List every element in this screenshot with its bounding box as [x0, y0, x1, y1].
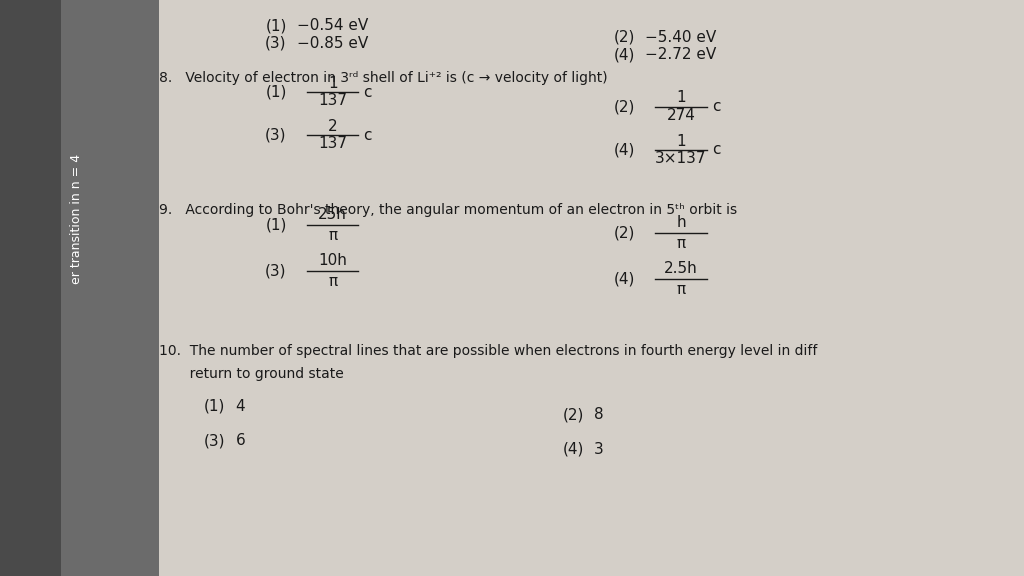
Text: 8: 8: [594, 407, 603, 422]
Text: (1): (1): [265, 85, 287, 100]
Text: 3: 3: [594, 442, 604, 457]
Text: (1): (1): [265, 217, 287, 232]
Text: (4): (4): [562, 442, 584, 457]
Text: (2): (2): [613, 226, 635, 241]
Text: 1: 1: [676, 90, 686, 105]
Text: (4): (4): [613, 142, 635, 157]
Text: π: π: [329, 228, 337, 242]
Text: 6: 6: [236, 433, 246, 448]
Text: (4): (4): [613, 272, 635, 287]
Text: −0.85 eV: −0.85 eV: [297, 36, 369, 51]
Text: (3): (3): [265, 263, 287, 278]
Text: (3): (3): [204, 433, 225, 448]
Text: 9.   According to Bohr's theory, the angular momentum of an electron in 5ᵗʰ orbi: 9. According to Bohr's theory, the angul…: [159, 203, 737, 217]
Text: 3×137: 3×137: [655, 151, 707, 166]
Text: 137: 137: [318, 137, 347, 151]
Text: −0.54 eV: −0.54 eV: [297, 18, 369, 33]
Text: 10.  The number of spectral lines that are possible when electrons in fourth ene: 10. The number of spectral lines that ar…: [159, 344, 817, 358]
Text: (2): (2): [562, 407, 584, 422]
Text: c: c: [364, 85, 372, 100]
Text: return to ground state: return to ground state: [159, 367, 343, 381]
FancyBboxPatch shape: [0, 0, 61, 576]
Text: (1): (1): [265, 18, 287, 33]
Text: 1: 1: [328, 76, 338, 91]
Text: 137: 137: [318, 93, 347, 108]
FancyBboxPatch shape: [0, 0, 159, 576]
Text: π: π: [677, 282, 685, 297]
Text: π: π: [329, 274, 337, 289]
Text: (1): (1): [204, 399, 225, 414]
Text: 2: 2: [328, 119, 338, 134]
Text: 25h: 25h: [318, 207, 347, 222]
Text: 2.5h: 2.5h: [665, 262, 697, 276]
Text: 4: 4: [236, 399, 245, 414]
Text: c: c: [712, 99, 720, 114]
Text: (3): (3): [265, 128, 287, 143]
Text: (2): (2): [613, 99, 635, 114]
Text: −5.40 eV: −5.40 eV: [645, 30, 717, 45]
Text: (2): (2): [613, 30, 635, 45]
Text: 274: 274: [667, 108, 695, 123]
Text: −2.72 eV: −2.72 eV: [645, 47, 717, 62]
Text: π: π: [677, 236, 685, 251]
Text: 8.   Velocity of electron in 3ʳᵈ shell of Li⁺² is (c → velocity of light): 8. Velocity of electron in 3ʳᵈ shell of …: [159, 71, 607, 85]
Text: (3): (3): [265, 36, 287, 51]
Text: 1: 1: [676, 134, 686, 149]
Text: 10h: 10h: [318, 253, 347, 268]
Text: c: c: [364, 128, 372, 143]
Text: h: h: [676, 215, 686, 230]
Text: er transition in n = 4: er transition in n = 4: [71, 154, 83, 284]
Text: (4): (4): [613, 47, 635, 62]
Text: c: c: [712, 142, 720, 157]
